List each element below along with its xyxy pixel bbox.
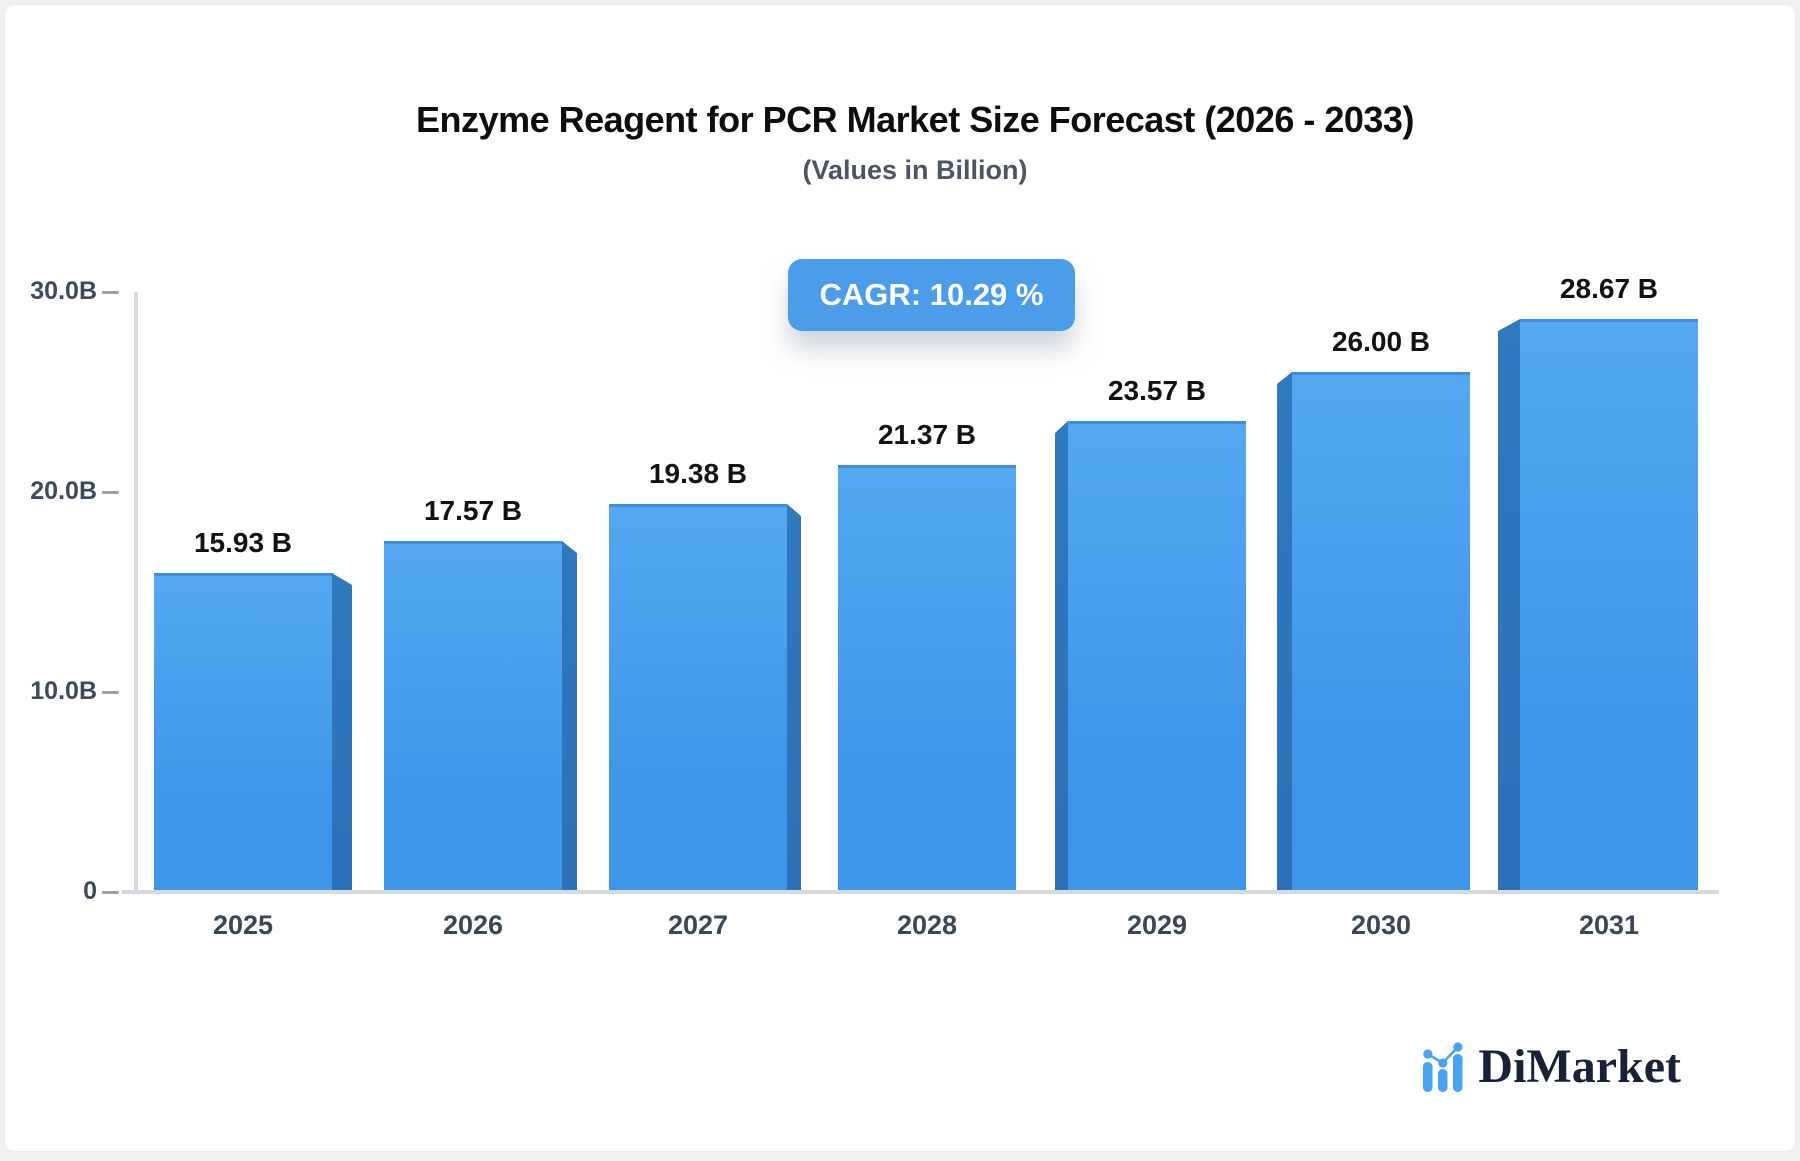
page-title: Enzyme Reagent for PCR Market Size Forec… — [416, 99, 1414, 140]
y-tick-label: 30.0B — [30, 277, 97, 305]
bar-value-label: 19.38 B — [648, 458, 748, 489]
plot-area: 30.0B 20.0B 10.0B 0 15.93 B 17.57 B 19.38 B 21… — [5, 5, 1800, 1161]
x-tick-label: 2028 — [896, 910, 958, 940]
bar-front-face — [1068, 421, 1246, 892]
y-tick-mark — [102, 691, 119, 694]
bar-side-face — [562, 541, 577, 892]
bar-value-label: 23.57 B — [1107, 375, 1207, 406]
brand-name: DiMarket — [1478, 1040, 1681, 1093]
y-tick-label: 0 — [83, 877, 97, 905]
mini-bar-chart-icon — [1423, 1042, 1463, 1092]
bar-value-label: 15.93 B — [193, 527, 293, 558]
bar-value-label: 26.00 B — [1331, 326, 1431, 357]
bar-side-face — [332, 573, 352, 892]
x-axis-line — [122, 890, 1719, 894]
bar-value-label: 17.57 B — [423, 495, 523, 526]
bar-front-face — [1520, 319, 1698, 892]
bar-side-face — [1055, 421, 1068, 892]
bar-front-face — [1292, 372, 1470, 892]
x-tick-label: 2029 — [1126, 910, 1188, 940]
x-tick-label: 2025 — [212, 910, 274, 940]
bar-value-label: 21.37 B — [877, 419, 977, 450]
x-tick-label: 2027 — [667, 910, 729, 940]
bar-front-face — [154, 573, 332, 892]
chart-card: Enzyme Reagent for PCR Market Size Forec… — [4, 4, 1796, 1152]
y-tick-mark — [102, 891, 119, 894]
cagr-badge: CAGR: 10.29 % — [788, 259, 1075, 331]
page-subtitle: (Values in Billion) — [802, 155, 1028, 185]
x-tick-label: 2026 — [442, 910, 504, 940]
y-tick-label: 10.0B — [30, 677, 97, 705]
bar-value-label: 28.67 B — [1559, 273, 1659, 304]
brand-logo: DiMarket — [1420, 1041, 1681, 1093]
x-tick-label: 2031 — [1578, 910, 1640, 940]
y-axis-line — [134, 292, 138, 892]
y-tick-label: 20.0B — [30, 477, 97, 505]
bar-front-face — [838, 465, 1016, 892]
cagr-badge-label: CAGR: 10.29 % — [819, 277, 1044, 312]
bar-side-face — [1498, 319, 1520, 892]
bar-front-face — [609, 504, 787, 892]
bar-front-face — [384, 541, 562, 892]
bar-side-face — [787, 504, 801, 892]
x-tick-label: 2030 — [1350, 910, 1412, 940]
y-tick-mark — [102, 291, 119, 294]
bar-side-face — [1277, 372, 1292, 892]
y-tick-mark — [102, 491, 119, 494]
